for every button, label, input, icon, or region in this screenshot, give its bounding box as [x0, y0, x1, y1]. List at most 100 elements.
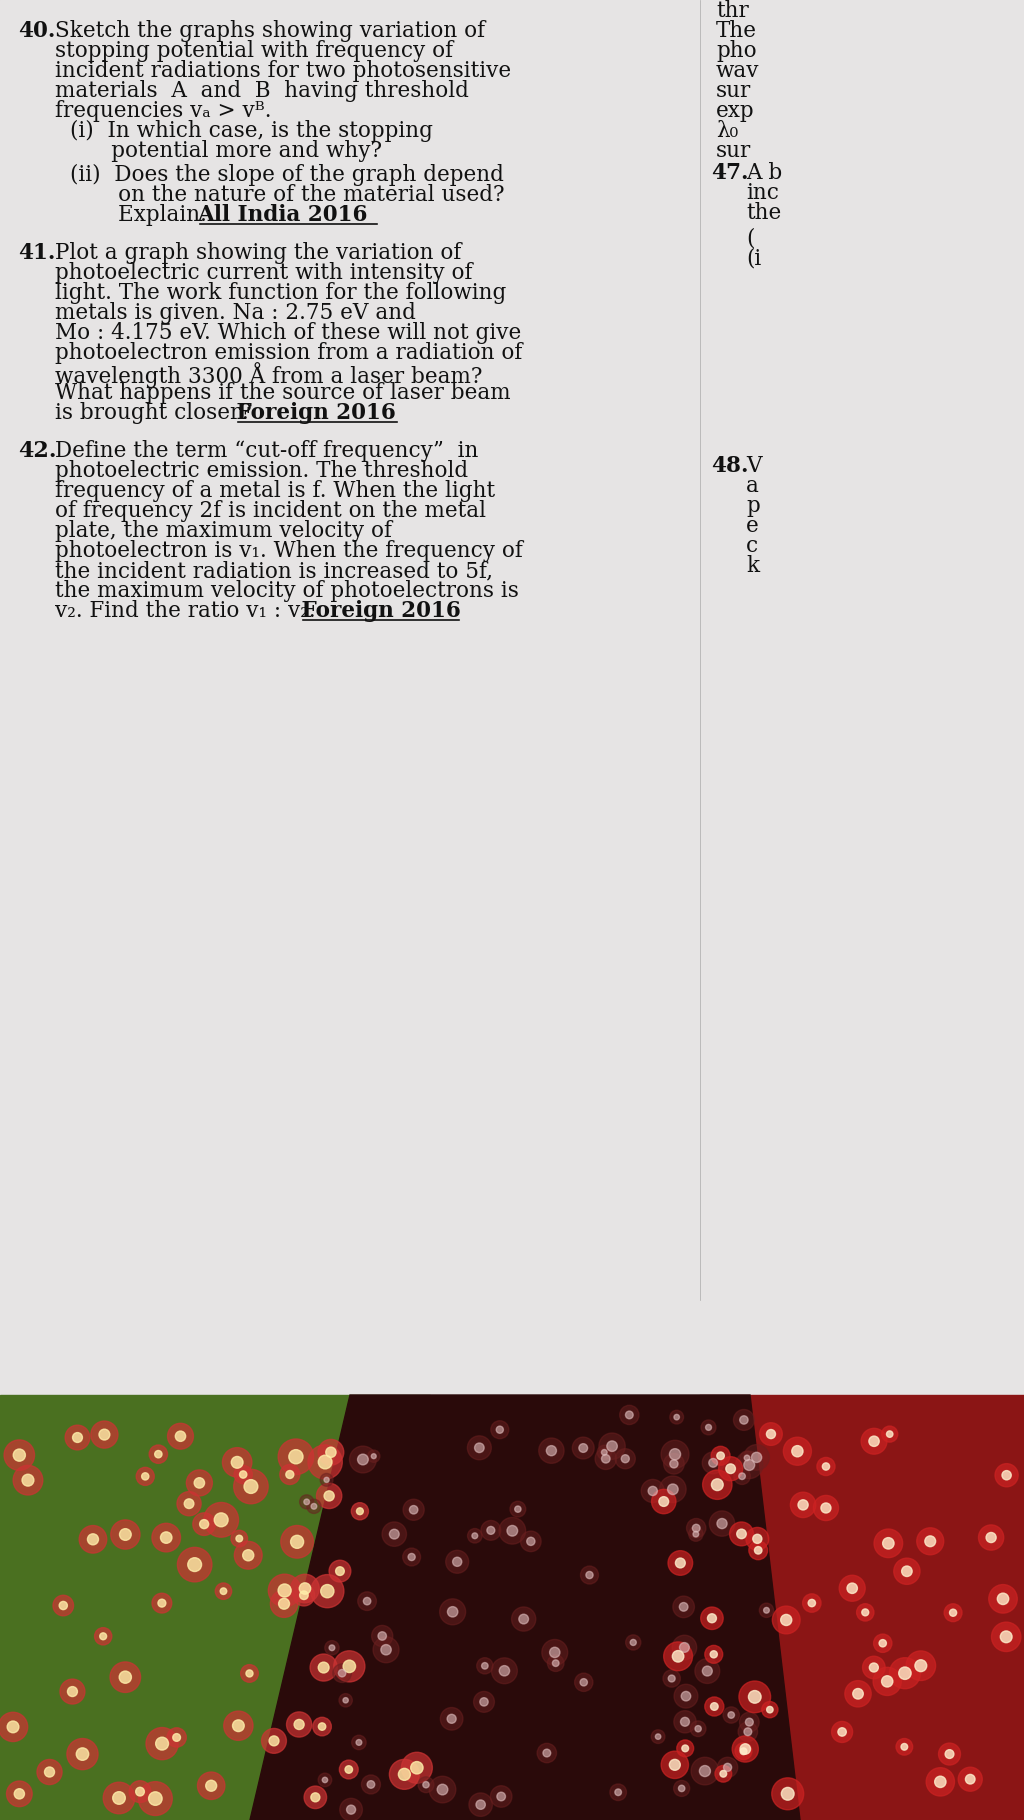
- Circle shape: [268, 1574, 301, 1607]
- Circle shape: [986, 1532, 996, 1543]
- Circle shape: [318, 1773, 332, 1787]
- Circle shape: [120, 1529, 131, 1540]
- Circle shape: [874, 1529, 902, 1558]
- Circle shape: [280, 1465, 300, 1485]
- Circle shape: [53, 1596, 74, 1616]
- Circle shape: [601, 1454, 610, 1463]
- Circle shape: [626, 1410, 633, 1420]
- Circle shape: [167, 1727, 186, 1747]
- Circle shape: [715, 1765, 732, 1782]
- Circle shape: [156, 1736, 169, 1751]
- Circle shape: [760, 1423, 782, 1445]
- Circle shape: [175, 1431, 185, 1441]
- Circle shape: [949, 1609, 956, 1616]
- Circle shape: [550, 1647, 560, 1658]
- Circle shape: [291, 1574, 319, 1603]
- Circle shape: [510, 1502, 525, 1518]
- Circle shape: [740, 1744, 751, 1754]
- Circle shape: [4, 1440, 35, 1471]
- Circle shape: [670, 1760, 680, 1771]
- Circle shape: [674, 1684, 698, 1709]
- Circle shape: [382, 1522, 407, 1547]
- Circle shape: [286, 1471, 294, 1478]
- Text: 40.: 40.: [18, 20, 55, 42]
- Circle shape: [706, 1425, 712, 1431]
- Circle shape: [94, 1627, 112, 1645]
- Circle shape: [662, 1751, 688, 1778]
- Circle shape: [467, 1436, 492, 1460]
- Circle shape: [398, 1769, 411, 1780]
- Circle shape: [681, 1691, 691, 1702]
- Text: stopping potential with frequency of: stopping potential with frequency of: [55, 40, 454, 62]
- Circle shape: [691, 1758, 719, 1785]
- Circle shape: [695, 1658, 720, 1684]
- Circle shape: [110, 1662, 140, 1693]
- Circle shape: [474, 1443, 484, 1452]
- Circle shape: [99, 1633, 106, 1640]
- Circle shape: [620, 1405, 639, 1425]
- Circle shape: [279, 1583, 291, 1596]
- Circle shape: [672, 1634, 696, 1660]
- Circle shape: [103, 1782, 135, 1815]
- Circle shape: [0, 1713, 28, 1742]
- Circle shape: [87, 1534, 98, 1545]
- Circle shape: [223, 1711, 253, 1740]
- Text: sur: sur: [716, 80, 752, 102]
- Circle shape: [739, 1682, 771, 1713]
- Circle shape: [607, 1441, 617, 1451]
- Circle shape: [469, 1793, 493, 1816]
- Circle shape: [291, 1536, 304, 1549]
- Circle shape: [158, 1600, 166, 1607]
- Circle shape: [364, 1598, 371, 1605]
- Circle shape: [497, 1793, 506, 1800]
- Circle shape: [1000, 1631, 1012, 1643]
- Circle shape: [944, 1603, 962, 1622]
- Circle shape: [321, 1474, 333, 1487]
- Circle shape: [702, 1452, 724, 1474]
- Circle shape: [287, 1713, 311, 1736]
- Circle shape: [520, 1531, 541, 1552]
- Circle shape: [269, 1736, 279, 1745]
- Circle shape: [215, 1583, 231, 1600]
- Circle shape: [614, 1789, 622, 1796]
- Circle shape: [261, 1729, 287, 1753]
- Polygon shape: [250, 1394, 800, 1820]
- Circle shape: [234, 1542, 262, 1569]
- Circle shape: [539, 1438, 564, 1463]
- Circle shape: [745, 1718, 754, 1725]
- Circle shape: [66, 1425, 90, 1451]
- Text: (: (: [746, 228, 755, 249]
- Text: exp: exp: [716, 100, 755, 122]
- Circle shape: [873, 1634, 892, 1653]
- Circle shape: [289, 1449, 303, 1463]
- Circle shape: [329, 1560, 351, 1582]
- Text: photoelectron is v₁. When the frequency of: photoelectron is v₁. When the frequency …: [55, 541, 523, 562]
- Polygon shape: [650, 1394, 1024, 1820]
- Circle shape: [440, 1707, 463, 1731]
- Circle shape: [664, 1454, 684, 1474]
- Circle shape: [150, 1445, 168, 1463]
- Circle shape: [723, 1707, 739, 1724]
- Circle shape: [862, 1609, 868, 1616]
- Circle shape: [803, 1594, 821, 1613]
- Circle shape: [966, 1774, 975, 1784]
- Circle shape: [580, 1678, 588, 1685]
- Circle shape: [311, 1793, 319, 1802]
- Circle shape: [899, 1667, 911, 1680]
- Text: Explain.: Explain.: [70, 204, 214, 226]
- Circle shape: [695, 1725, 701, 1733]
- Circle shape: [173, 1734, 180, 1742]
- Circle shape: [349, 1447, 377, 1472]
- Circle shape: [735, 1451, 763, 1478]
- Circle shape: [339, 1694, 352, 1707]
- Circle shape: [879, 1640, 887, 1647]
- Circle shape: [738, 1472, 745, 1480]
- Circle shape: [7, 1722, 18, 1733]
- Text: Sketch the graphs showing variation of: Sketch the graphs showing variation of: [55, 20, 485, 42]
- Circle shape: [651, 1489, 676, 1514]
- Circle shape: [692, 1525, 700, 1532]
- Circle shape: [481, 1520, 501, 1540]
- Circle shape: [299, 1583, 310, 1594]
- Circle shape: [681, 1718, 689, 1725]
- Circle shape: [680, 1643, 689, 1653]
